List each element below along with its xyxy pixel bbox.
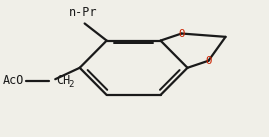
Text: O: O — [178, 28, 185, 38]
Text: n-Pr: n-Pr — [69, 6, 98, 19]
Text: AcO: AcO — [3, 74, 25, 87]
Text: CH: CH — [56, 74, 71, 87]
Text: O: O — [205, 56, 212, 66]
Text: 2: 2 — [68, 80, 74, 89]
